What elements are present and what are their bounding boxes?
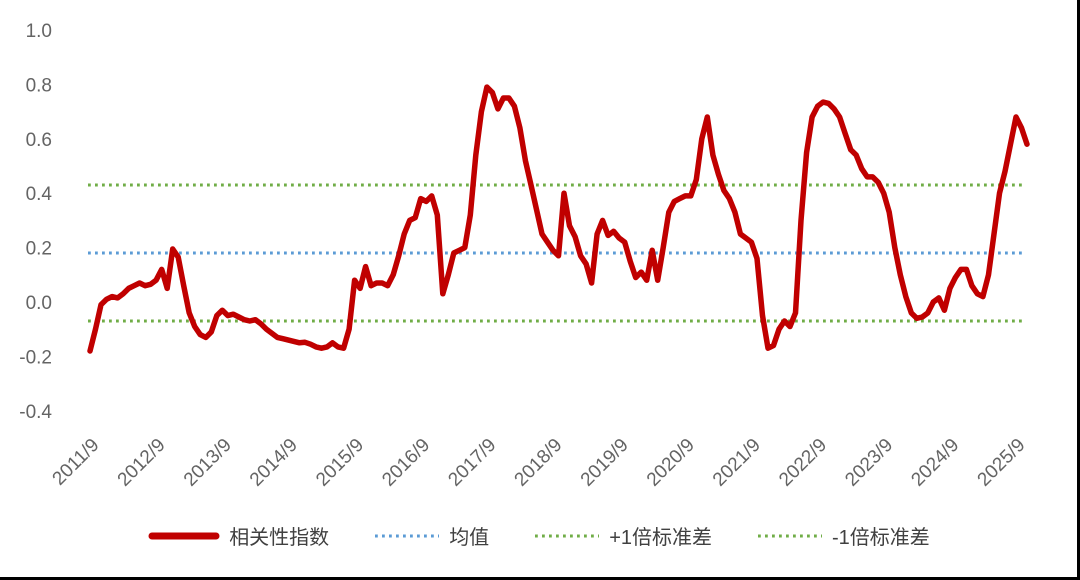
x-tick-label: 2025/9 — [974, 435, 1030, 491]
y-tick-label: 1.0 — [26, 21, 52, 42]
x-tick-label: 2016/9 — [378, 435, 434, 491]
legend-label: 相关性指数 — [229, 527, 330, 549]
correlation-index-line — [87, 84, 1030, 354]
x-tick-label: 2022/9 — [775, 435, 831, 491]
legend-item-correlation-index: 相关性指数 — [147, 521, 329, 550]
dotted-line-sample-icon — [375, 534, 440, 537]
x-tick-label: 2019/9 — [577, 435, 633, 491]
y-axis-labels: 1.0 0.8 0.6 0.4 0.2 0.0 -0.2 -0.4 — [19, 21, 52, 423]
x-tick-label: 2017/9 — [444, 435, 500, 491]
x-tick-label: 2011/9 — [49, 435, 104, 490]
x-tick-label: 2014/9 — [246, 435, 302, 491]
legend-label: 均值 — [449, 527, 490, 549]
y-tick-label: 0.2 — [26, 239, 52, 260]
series-line-group — [87, 84, 1030, 354]
x-tick-label: 2015/9 — [312, 435, 368, 491]
x-tick-label: 2018/9 — [511, 435, 567, 491]
legend-label: +1倍标准差 — [609, 527, 712, 549]
legend-item-plus-1-std: +1倍标准差 — [533, 521, 712, 550]
y-tick-label: -0.2 — [19, 347, 52, 368]
x-tick-label: 2012/9 — [114, 435, 170, 491]
legend-item-mean: 均值 — [373, 521, 489, 550]
legend-item-minus-1-std: -1倍标准差 — [756, 521, 930, 550]
solid-line-sample-icon — [148, 532, 220, 539]
y-tick-label: -0.4 — [19, 402, 52, 423]
x-tick-label: 2020/9 — [643, 435, 699, 491]
legend-label: -1倍标准差 — [832, 527, 930, 549]
chart-legend: 相关性指数 均值 +1倍标准差 -1倍标准差 — [0, 521, 1077, 550]
x-tick-label: 2024/9 — [907, 435, 963, 491]
x-axis-labels: 2011/9 2012/9 2013/9 2014/9 2015/9 2016/9 2017… — [49, 435, 1030, 491]
y-tick-label: 0.6 — [26, 130, 52, 151]
y-tick-label: 0.4 — [26, 184, 53, 205]
x-tick-label: 2013/9 — [180, 435, 236, 491]
dotted-line-sample-icon — [535, 534, 600, 537]
x-tick-label: 2021/9 — [709, 435, 765, 491]
correlation-chart: 1.00.80.60.40.20.0-0.2-0.4 2011/9 2012/9 2… — [19, 21, 1030, 491]
dotted-line-sample-icon — [758, 534, 822, 537]
y-tick-label: 0.0 — [26, 293, 52, 314]
x-tick-label: 2023/9 — [841, 435, 897, 491]
y-tick-label: 0.8 — [26, 75, 52, 96]
